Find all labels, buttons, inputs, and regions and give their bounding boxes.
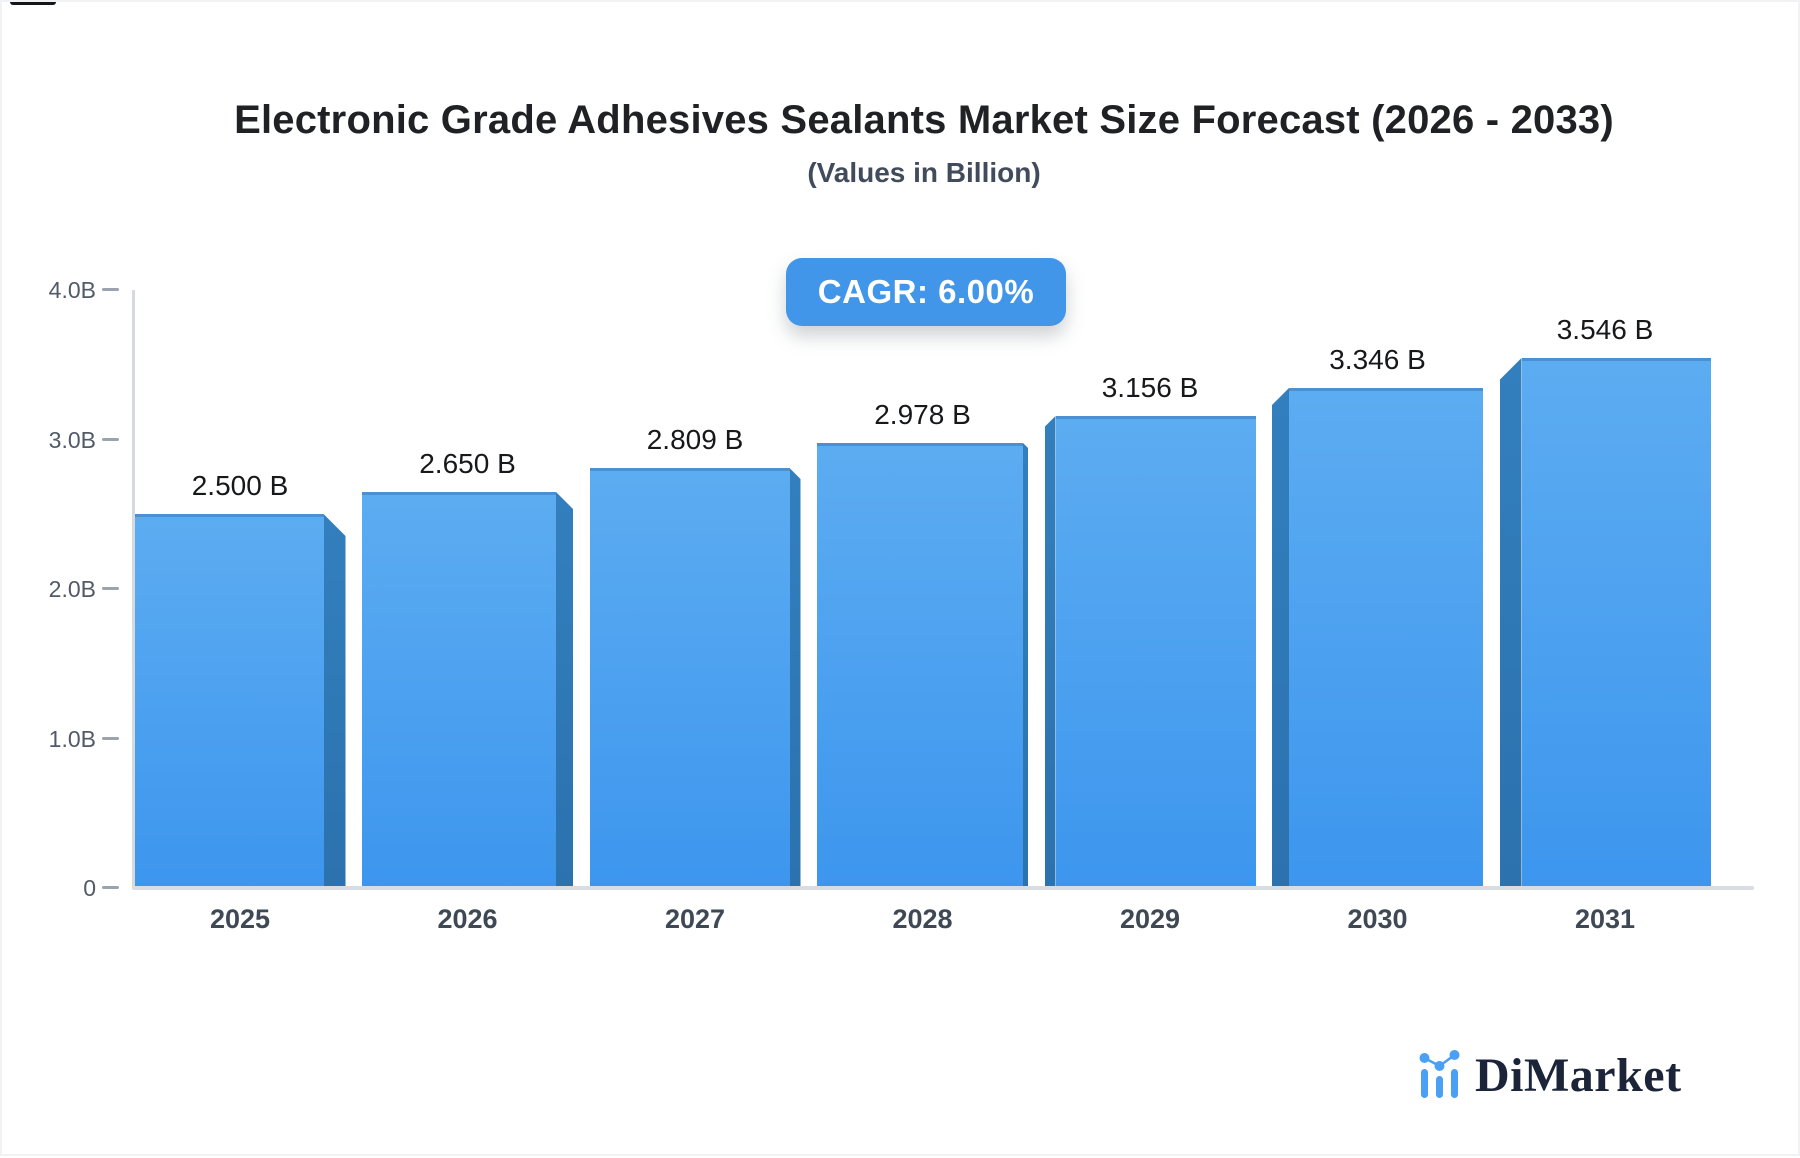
bar-face: [1289, 388, 1483, 888]
bar-face: [1521, 358, 1711, 888]
bar-face: [589, 468, 790, 888]
y-axis-line: [132, 290, 135, 888]
bar-value-label: 3.346 B: [1329, 344, 1426, 375]
screenshot-edge-artifact: [10, 2, 56, 5]
chart-title: Electronic Grade Adhesives Sealants Mark…: [234, 98, 1614, 142]
bar-2027[interactable]: [589, 468, 801, 888]
dimarket-logo: DiMarket: [1417, 1040, 1682, 1102]
bar-value-label: 2.809 B: [646, 424, 744, 455]
bar-face: [134, 514, 324, 888]
y-tick-label: 2.0B: [48, 576, 96, 602]
chart-subtitle: (Values in Billion): [807, 157, 1041, 188]
y-tick-mark: [102, 437, 119, 441]
bar-face: [1055, 416, 1256, 888]
bar-2029[interactable]: [1044, 416, 1256, 888]
bar-3d-side: [323, 514, 346, 888]
bar-2025[interactable]: [134, 514, 346, 888]
x-axis-line: [132, 886, 1754, 890]
cagr-badge: CAGR: 6.00%: [786, 258, 1066, 326]
y-tick-mark: [102, 736, 119, 740]
x-axis-label: 2028: [892, 904, 953, 934]
x-axis-label: 2031: [1574, 904, 1636, 934]
y-tick-mark: [102, 886, 119, 889]
y-tick-mark: [102, 587, 119, 590]
bar-2031[interactable]: [1499, 358, 1711, 888]
y-tick-label: 4.0B: [48, 277, 96, 303]
bar-2028[interactable]: [817, 443, 1028, 888]
bar-3d-side: [1023, 443, 1028, 888]
bar-3d-side: [1272, 388, 1289, 888]
bar-3d-side: [1499, 358, 1522, 888]
bar-chart-with-trendline-icon: [1419, 1050, 1460, 1098]
y-tick-label: 3.0B: [48, 426, 96, 453]
bar-3d-side: [789, 468, 801, 888]
cagr-badge-label: CAGR: 6.00%: [817, 273, 1035, 310]
dimarket-wordmark: DiMarket: [1475, 1049, 1682, 1102]
bar-2030[interactable]: [1272, 388, 1483, 888]
bar-value-label: 3.546 B: [1556, 314, 1654, 345]
bar-value-label: 2.978 B: [874, 399, 971, 430]
bar-value-label: 3.156 B: [1101, 372, 1199, 403]
bar-value-label: 2.500 B: [191, 470, 289, 501]
bar-face: [362, 492, 556, 888]
bar-2026[interactable]: [362, 492, 573, 888]
chart-header: Electronic Grade Adhesives Sealants Mark…: [2, 2, 1798, 189]
bar-3d-side: [556, 492, 573, 888]
bar-3d-side: [1044, 416, 1056, 888]
x-axis-label: 2030: [1347, 904, 1408, 934]
x-axis-label: 2029: [1119, 904, 1181, 934]
y-tick-mark: [102, 288, 119, 291]
bar-face: [817, 443, 1023, 888]
x-axis-label: 2027: [664, 904, 726, 934]
x-axis-label: 2025: [209, 904, 271, 934]
y-tick-label: 0: [83, 875, 96, 901]
x-axis-label: 2026: [437, 904, 498, 934]
y-tick-label: 1.0B: [48, 725, 96, 752]
bar-value-label: 2.650 B: [419, 448, 516, 479]
